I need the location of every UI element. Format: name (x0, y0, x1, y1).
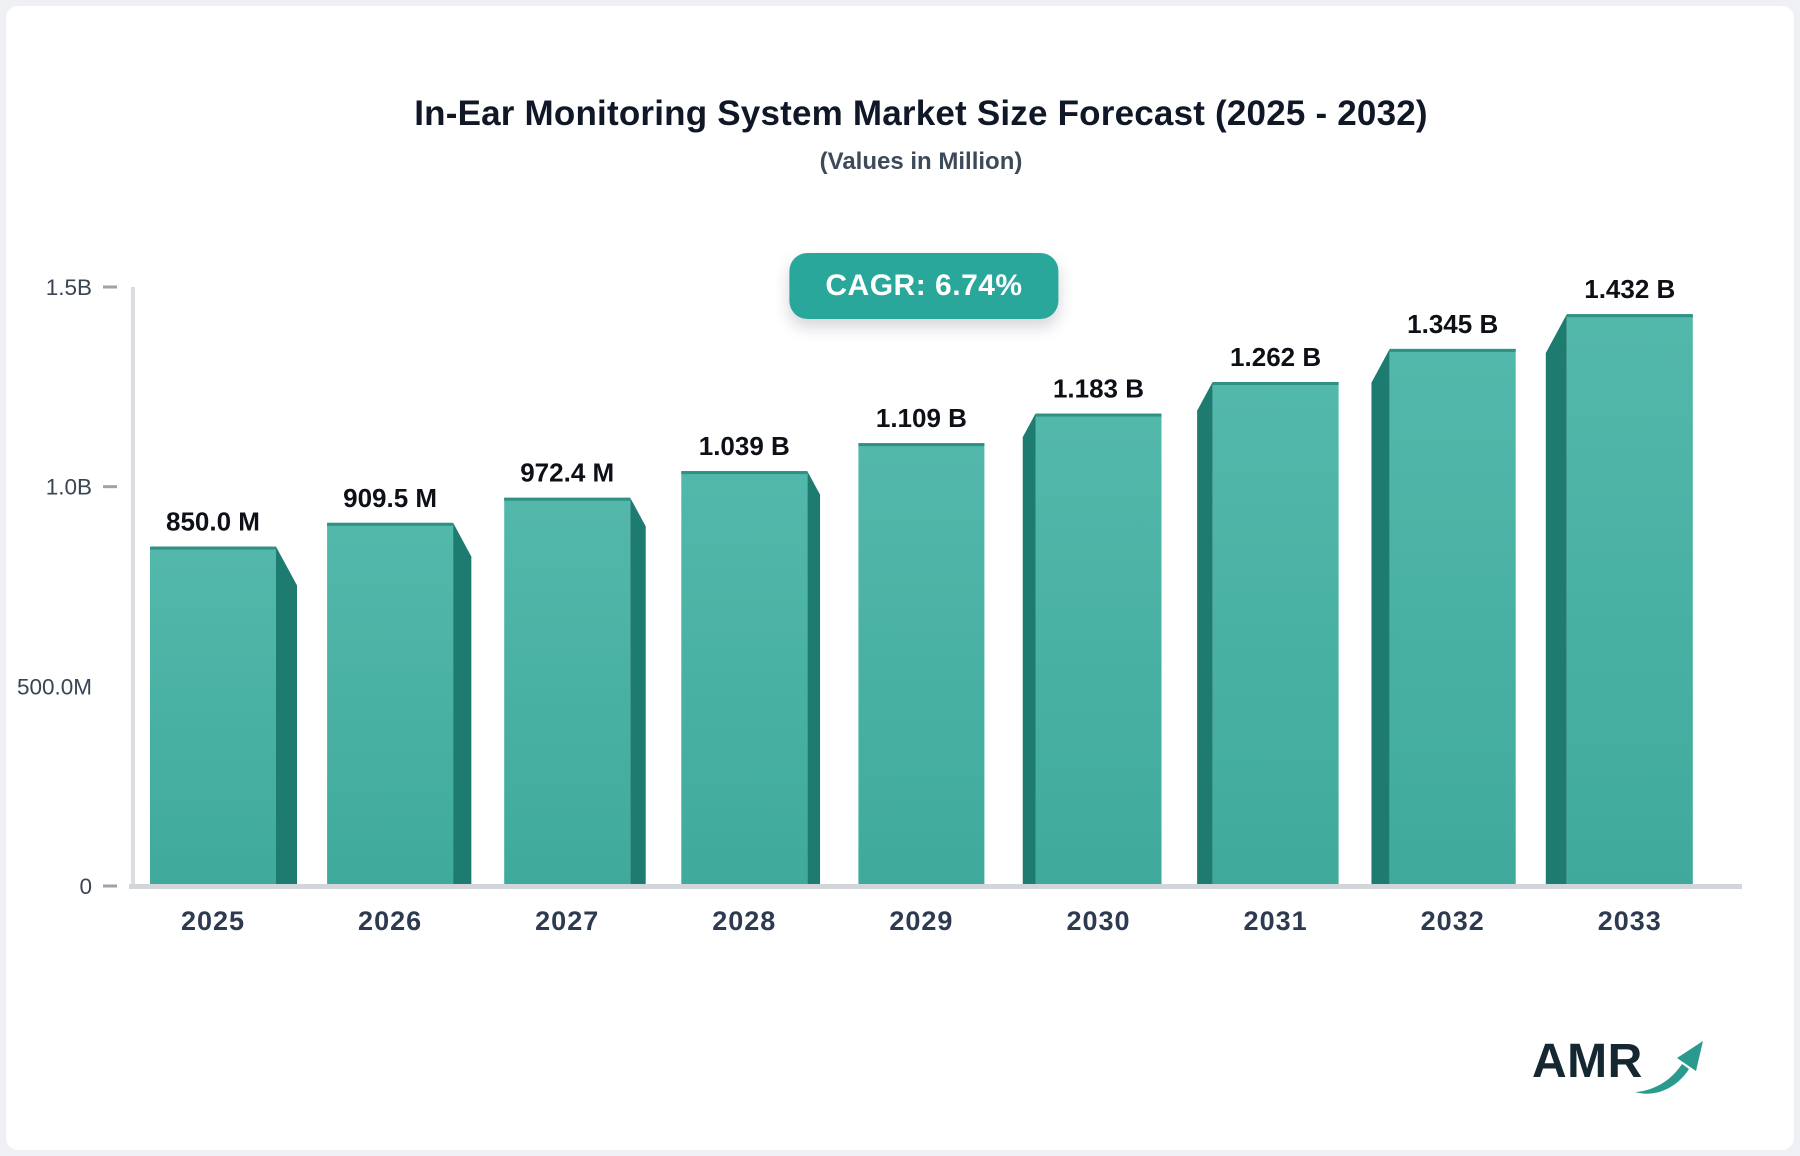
y-tick-label: 0 (79, 874, 92, 899)
cagr-badge: CAGR: 6.74% (789, 253, 1059, 319)
bar-2030 (1035, 413, 1162, 886)
bar-chart-canvas: 1.5B 1.0B 500.0M 0 850.0 M 2025 909.5 M 2026 972… (17, 274, 1742, 936)
bar-side-2032 (1371, 348, 1390, 886)
y-tick-mark (103, 884, 117, 888)
x-tick-label-2026: 2026 (358, 906, 422, 936)
y-tick-mark (103, 485, 117, 489)
bar-side-2027 (630, 497, 646, 886)
bar-top-edge-2029 (858, 443, 985, 447)
bar-side-2026 (453, 522, 472, 886)
bar-value-label-2029: 1.109 B (876, 403, 967, 433)
chart-stage: In-Ear Monitoring System Market Size For… (6, 6, 1794, 1150)
bar-2033 (1566, 314, 1693, 886)
bar-side-2033 (1545, 314, 1567, 886)
x-axis-baseline (129, 884, 1742, 889)
bar-2025 (150, 546, 276, 886)
x-tick-label-2030: 2030 (1066, 906, 1130, 936)
bar-top-edge-2027 (504, 497, 631, 501)
bar-value-label-2031: 1.262 B (1230, 342, 1321, 372)
logo-text: AMR (1532, 1035, 1643, 1088)
y-axis-line (131, 287, 135, 886)
bar-2026 (327, 522, 454, 886)
bar-2027 (504, 497, 631, 886)
x-tick-label-2025: 2025 (181, 906, 245, 936)
bar-top-edge-2025 (150, 546, 276, 550)
y-tick-label: 1.5B (46, 275, 92, 300)
x-tick-label-2029: 2029 (889, 906, 953, 936)
chart-card: In-Ear Monitoring System Market Size For… (6, 6, 1794, 1150)
bar-top-edge-2031 (1212, 382, 1339, 386)
bar-value-label-2026: 909.5 M (343, 483, 437, 513)
bar-value-label-2032: 1.345 B (1407, 309, 1498, 339)
y-tick-label: 500.0M (17, 674, 92, 699)
bar-2031 (1212, 382, 1339, 886)
bar-value-label-2033: 1.432 B (1584, 274, 1675, 304)
bar-2028 (681, 471, 808, 886)
bar-top-edge-2028 (681, 471, 808, 475)
x-tick-label-2031: 2031 (1244, 906, 1308, 936)
y-tick-label: 1.0B (46, 475, 92, 500)
bar-side-2030 (1022, 413, 1036, 886)
bar-side-2031 (1197, 382, 1213, 886)
bar-side-2025 (276, 546, 297, 886)
bar-value-label-2028: 1.039 B (699, 431, 790, 461)
bar-top-edge-2033 (1566, 314, 1693, 318)
x-tick-label-2027: 2027 (535, 906, 599, 936)
bar-top-edge-2032 (1389, 348, 1516, 352)
bar-side-2028 (807, 471, 821, 886)
bar-2032 (1389, 348, 1516, 886)
x-tick-label-2033: 2033 (1598, 906, 1662, 936)
bar-value-label-2030: 1.183 B (1053, 374, 1144, 404)
bar-top-edge-2030 (1035, 413, 1162, 417)
bar-value-label-2027: 972.4 M (520, 458, 614, 488)
x-tick-label-2028: 2028 (712, 906, 776, 936)
chart-subtitle: (Values in Million) (819, 148, 1023, 175)
trend-up-arrow-icon (1634, 1041, 1703, 1094)
amr-logo: AMR (1532, 1035, 1705, 1100)
bar-value-label-2025: 850.0 M (166, 507, 260, 537)
bar-top-edge-2026 (327, 522, 454, 526)
bar-2029 (858, 443, 985, 886)
x-tick-label-2032: 2032 (1421, 906, 1485, 936)
page-title: In-Ear Monitoring System Market Size For… (414, 94, 1428, 133)
y-tick-mark (103, 285, 117, 289)
